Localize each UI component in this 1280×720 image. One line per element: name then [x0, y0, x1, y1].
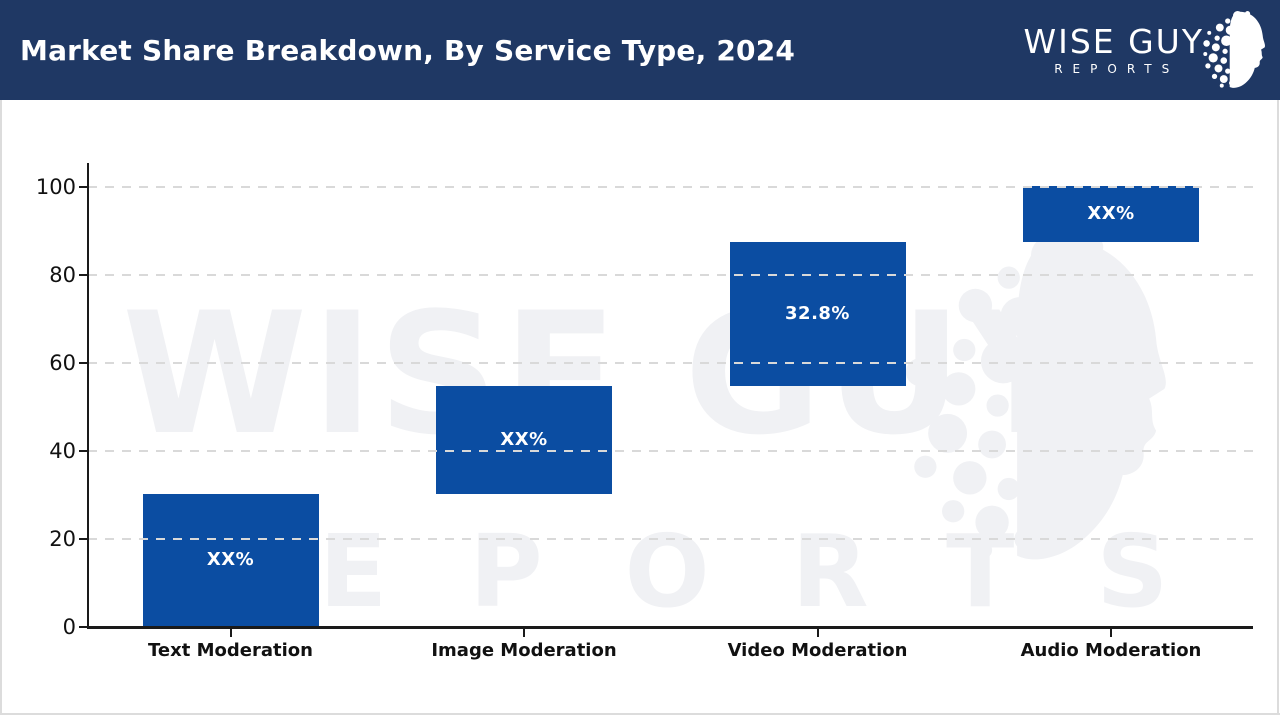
gridline	[88, 274, 1253, 276]
bar-image-moderation	[436, 385, 612, 494]
y-tick-label: 100	[35, 175, 76, 199]
x-category-label: Image Moderation	[431, 640, 617, 661]
header-bar: Market Share Breakdown, By Service Type,…	[0, 0, 1280, 100]
x-tick-mark	[523, 629, 525, 637]
x-tick-mark	[229, 629, 232, 637]
frame-border-bottom	[0, 713, 1280, 715]
y-tick-label: 60	[49, 351, 76, 375]
gridline	[88, 450, 1253, 452]
gridline	[88, 538, 1253, 540]
frame-border-left	[0, 100, 2, 713]
logo-subtitle: REPORTS	[1054, 62, 1180, 76]
x-tick-mark	[1110, 629, 1112, 637]
bar-text-moderation	[142, 493, 319, 627]
logo-text: WISE GUY REPORTS	[1023, 25, 1204, 75]
y-tick-mark	[79, 274, 87, 276]
bar-audio-moderation	[1023, 186, 1199, 242]
x-category-label: Video Moderation	[727, 640, 908, 661]
y-tick-mark	[79, 450, 87, 452]
bar-value-label: XX%	[206, 549, 255, 571]
y-axis-line	[87, 163, 89, 629]
page-title: Market Share Breakdown, By Service Type,…	[20, 33, 796, 67]
bar-value-label: XX%	[1087, 202, 1135, 224]
y-tick-label: 80	[49, 263, 76, 287]
bar-value-label: 32.8%	[785, 302, 850, 324]
bar-value-label: XX%	[500, 428, 548, 450]
gridline	[88, 186, 1253, 188]
gridline	[88, 362, 1253, 364]
x-category-label: Audio Moderation	[1020, 640, 1202, 661]
x-tick-mark	[816, 629, 819, 637]
y-tick-label: 0	[62, 615, 76, 639]
y-tick-label: 40	[49, 439, 76, 463]
frame-border-right	[1277, 100, 1279, 713]
y-tick-label: 20	[49, 527, 76, 551]
logo-wordmark: WISE GUY	[1023, 22, 1204, 61]
y-tick-mark	[79, 538, 87, 540]
y-tick-mark	[79, 362, 87, 364]
bar-video-moderation	[729, 241, 906, 386]
x-category-label: Text Moderation	[148, 640, 313, 661]
brand-logo: WISE GUY REPORTS	[1023, 10, 1266, 90]
x-axis-line	[87, 626, 1253, 629]
y-tick-mark	[79, 626, 87, 628]
y-tick-mark	[79, 186, 87, 188]
